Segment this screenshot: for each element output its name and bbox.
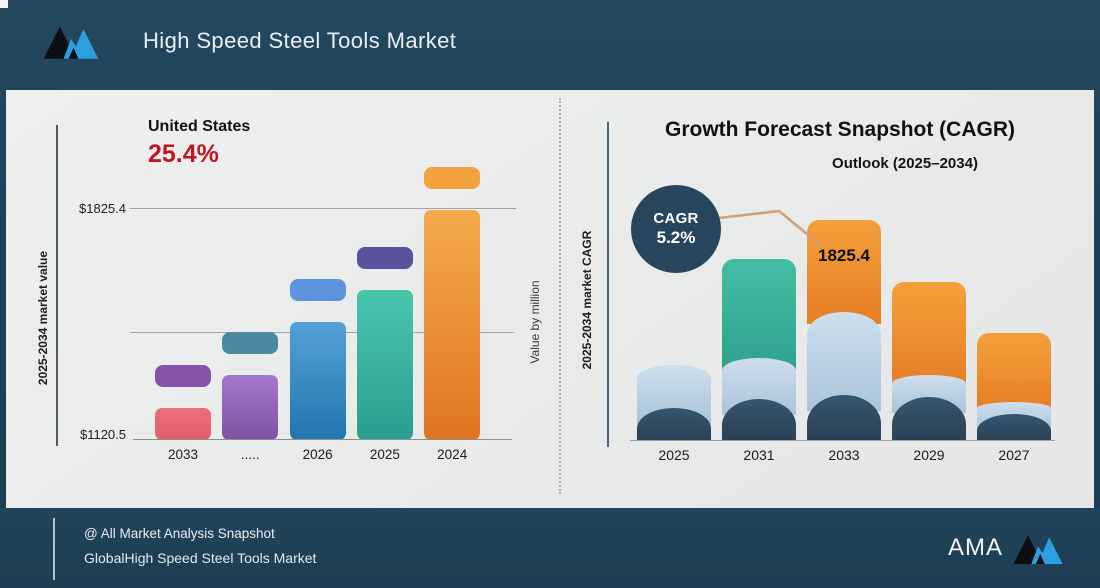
segment-orange	[807, 220, 881, 324]
x-tick-label: .....	[240, 447, 260, 462]
footer-brand-text: AMA	[948, 534, 1004, 561]
right-chart-title: Growth Forecast Snapshot (CAGR)	[664, 118, 1016, 141]
right-bar-2025: 2025	[637, 150, 711, 463]
bar-cap	[424, 167, 481, 189]
x-tick-label: 2031	[743, 447, 775, 463]
x-tick-label: 2029	[913, 447, 945, 463]
bar	[424, 210, 481, 440]
gridline-upper	[130, 208, 516, 209]
footer-divider-rule	[53, 518, 55, 580]
left-bar-2033: 2033	[155, 160, 211, 462]
right-bar-2027: 2027	[977, 150, 1051, 463]
footer-report-title: GlobalHigh Speed Steel Tools Market	[84, 550, 317, 566]
right-chart-plot-area: 2025 2031 1825.4 2033 2029 2027	[637, 150, 1055, 463]
x-tick-label: 2033	[167, 447, 199, 462]
bar-value-annotation: 1825.4	[818, 246, 870, 265]
footer-bar: @ All Market Analysis Snapshot GlobalHig…	[0, 508, 1100, 588]
footer-source-text: @ All Market Analysis Snapshot	[84, 526, 275, 541]
x-tick-label: 2024	[437, 447, 468, 462]
x-tick-label: 2025	[658, 447, 690, 463]
cagr-badge-label: CAGR	[653, 210, 699, 227]
left-chart-plot-area: 2033..... 2026 2025 2024	[136, 160, 516, 462]
bar	[155, 408, 211, 440]
ama-logo-icon	[43, 26, 99, 59]
bar-cap	[356, 247, 413, 269]
left-right-axis-label: Value by million	[528, 280, 542, 364]
corner-sliver	[0, 0, 8, 8]
left-bar-2025: 2025	[356, 160, 413, 462]
x-tick-label: 2025	[369, 447, 400, 462]
segment-navy	[722, 399, 796, 441]
segment-orange	[892, 282, 966, 387]
bar-cap	[155, 365, 211, 387]
bar	[289, 322, 346, 440]
segment-orange	[977, 333, 1051, 414]
x-tick-label: 2033	[828, 447, 860, 463]
x-tick-label: 2026	[302, 447, 333, 462]
right-y-axis-label: 2025-2034 market CAGR	[580, 230, 594, 370]
bar-cap	[222, 332, 279, 354]
cagr-badge: CAGR 5.2%	[631, 185, 721, 273]
right-bar-2029: 2029	[892, 150, 966, 463]
segment-navy	[892, 397, 966, 441]
segment-navy	[977, 414, 1051, 441]
segment-teal	[722, 259, 796, 370]
left-chart-heading: United States	[148, 118, 251, 135]
cagr-badge-value: 5.2%	[656, 228, 696, 247]
bar-cap	[289, 279, 346, 301]
segment-navy	[807, 395, 881, 441]
bar	[222, 375, 279, 440]
right-chart-baseline	[630, 440, 1055, 441]
left-bar-.....: .....	[222, 160, 279, 462]
segment-lightblue	[807, 312, 881, 411]
ama-logo-icon	[1013, 535, 1063, 565]
left-chart-highlight-value: 25.4%	[148, 140, 219, 168]
right-chart-subtitle: Outlook (2025–2034)	[832, 155, 978, 172]
segment-navy	[637, 408, 711, 441]
y-tick-upper: $1825.4	[79, 201, 126, 216]
left-bar-2026: 2026	[289, 160, 346, 462]
right-bar-2031: 2031	[722, 150, 796, 463]
right-chart-y-axis	[607, 122, 609, 447]
left-chart-y-axis	[56, 125, 58, 446]
y-tick-lower: $1120.5	[79, 427, 126, 442]
x-tick-label: 2027	[998, 447, 1030, 463]
left-y-axis-label: 2025-2034 market value	[36, 250, 50, 386]
page-title: High Speed Steel Tools Market	[143, 28, 457, 53]
right-bar-2033: 1825.4 2033	[807, 150, 881, 463]
left-bar-2024: 2024	[424, 160, 481, 462]
left-chart-baseline	[133, 439, 512, 440]
bar	[356, 290, 413, 440]
panel-divider	[559, 98, 561, 494]
